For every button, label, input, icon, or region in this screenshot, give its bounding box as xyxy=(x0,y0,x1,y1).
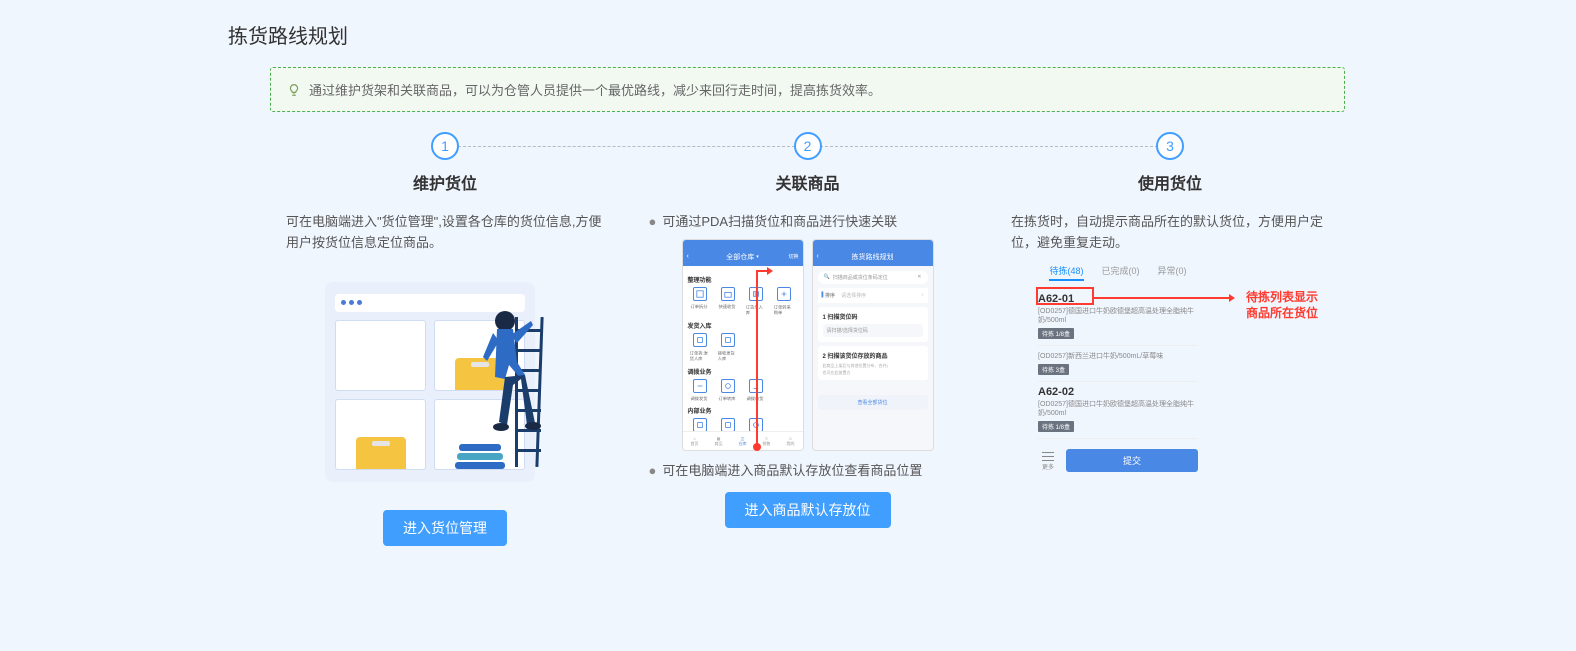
person-icon xyxy=(477,307,547,477)
step-3-illustration: 待拣(48) 已完成(0) 异常(0) 待拣列表显示 商品所在货位 A62-01 xyxy=(1030,264,1310,472)
tab-pending: 待拣(48) xyxy=(1049,264,1083,281)
step-3-desc: 在拣货时，自动提示商品所在的默认货位，方便用户定位，避免重复走动。 xyxy=(995,212,1345,254)
list-item: A62-02 [OD0257]德国进口牛奶欧德堡超高温处理全脂纯牛奶/500ml… xyxy=(1038,382,1198,439)
page-title: 拣货路线规划 xyxy=(228,20,1348,49)
step-1-illustration xyxy=(315,272,575,492)
phone-mockup-1: ‹ 全部仓库▾ 切换 整理功能 订单拆分 快速收货 订货单入库 订单转采购单 xyxy=(682,239,804,451)
banner-text: 通过维护货架和关联商品，可以为仓管人员提供一个最优路线，减少来回行走时间，提高拣… xyxy=(309,80,881,99)
steps-row: 1 维护货位 可在电脑端进入"货位管理",设置各仓库的货位信息,方便用户按货位信… xyxy=(270,132,1345,546)
step-connector xyxy=(458,146,791,147)
submit-button: 提交 xyxy=(1066,449,1198,472)
callout-text: 待拣列表显示 商品所在货位 xyxy=(1246,289,1318,323)
step-1-number: 1 xyxy=(431,132,459,160)
phone-mockup-2: ‹ 拣货路线规划 🔍扫描商品或货位条码定位✕ ▌ 排序 请选择排序 › xyxy=(812,239,934,451)
step-1: 1 维护货位 可在电脑端进入"货位管理",设置各仓库的货位信息,方便用户按货位信… xyxy=(270,132,620,546)
step-1-desc: 可在电脑端进入"货位管理",设置各仓库的货位信息,方便用户按货位信息定位商品。 xyxy=(270,212,620,254)
callout-line xyxy=(1094,297,1229,299)
step-3-number: 3 xyxy=(1156,132,1184,160)
tab-error: 异常(0) xyxy=(1158,264,1187,281)
list-item: [OD0257]新西兰进口牛奶/500mL/草莓味 待拣 3盒 xyxy=(1038,346,1198,382)
step-2-title: 关联商品 xyxy=(775,170,839,194)
step-2-number: 2 xyxy=(794,132,822,160)
bulb-icon xyxy=(287,83,301,97)
step-3-title: 使用货位 xyxy=(1138,170,1202,194)
step-1-title: 维护货位 xyxy=(413,170,477,194)
step-2-bullet-2: ●可在电脑端进入商品默认存放位查看商品位置 xyxy=(633,461,939,482)
more-button: 更多 xyxy=(1038,450,1058,471)
step-3: 3 使用货位 在拣货时，自动提示商品所在的默认货位，方便用户定位，避免重复走动。… xyxy=(995,132,1345,546)
tab-done: 已完成(0) xyxy=(1102,264,1140,281)
step-2-illustration: ‹ 全部仓库▾ 切换 整理功能 订单拆分 快速收货 订货单入库 订单转采购单 xyxy=(633,239,983,451)
highlight-box xyxy=(1036,287,1094,305)
enter-default-location-button[interactable]: 进入商品默认存放位 xyxy=(725,492,891,528)
info-banner: 通过维护货架和关联商品，可以为仓管人员提供一个最优路线，减少来回行走时间，提高拣… xyxy=(270,67,1345,112)
enter-location-mgmt-button[interactable]: 进入货位管理 xyxy=(383,510,507,546)
step-2-bullet-1: ●可通过PDA扫描货位和商品进行快速关联 xyxy=(633,212,914,233)
step-connector xyxy=(820,146,1153,147)
step-2: 2 关联商品 ●可通过PDA扫描货位和商品进行快速关联 ‹ 全部仓库▾ xyxy=(633,132,983,546)
page-container: 拣货路线规划 通过维护货架和关联商品，可以为仓管人员提供一个最优路线，减少来回行… xyxy=(0,0,1576,566)
